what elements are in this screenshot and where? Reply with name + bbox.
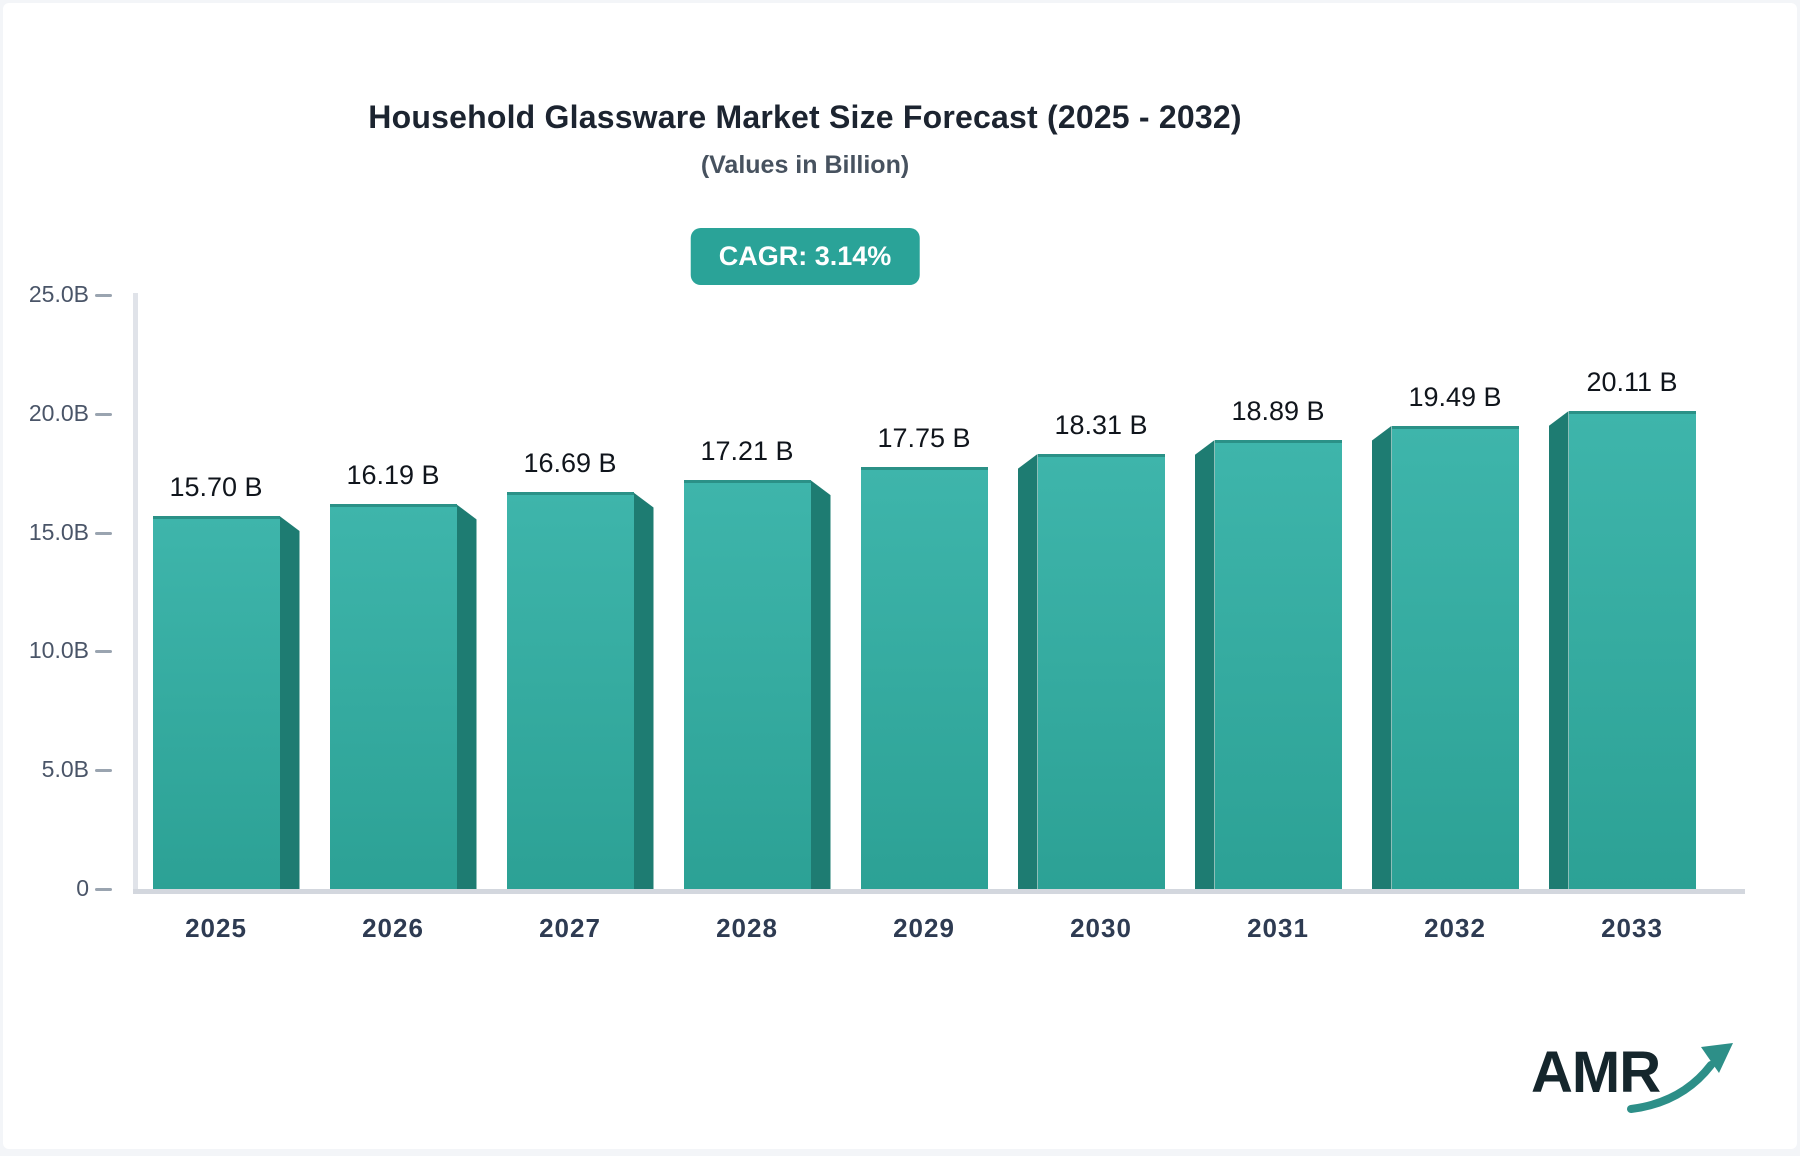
bar-2028[interactable] [683, 480, 811, 889]
chart-title: Household Glassware Market Size Forecast… [368, 99, 1242, 135]
bar-2032[interactable] [1391, 425, 1519, 889]
x-axis-label-2027: 2027 [539, 913, 601, 943]
chart-card: Household Glassware Market Size Forecast… [3, 3, 1797, 1149]
y-tick-mark [95, 650, 112, 654]
y-tick-label: 25.0B [28, 281, 89, 307]
x-axis-label-2030: 2030 [1070, 913, 1132, 943]
y-tick-label: 20.0B [28, 399, 89, 426]
bar-2026[interactable] [329, 504, 457, 889]
y-axis-line [133, 293, 138, 894]
bar-value-label: 15.70 B [169, 471, 263, 502]
bar-side-2032 [1371, 425, 1392, 889]
x-axis-label-2025: 2025 [185, 913, 247, 943]
bar-side-2025 [279, 515, 300, 889]
x-axis-line [133, 889, 1745, 894]
bar-side-2027 [633, 492, 654, 889]
bar-value-label: 20.11 B [1586, 367, 1678, 398]
chart-subtitle: (Values in Billion) [700, 151, 910, 179]
bar-2030[interactable] [1037, 453, 1165, 889]
plot-area: 25.0B 20.0B 15.0B 10.0B 5.0B 0 15.70 B 2025 16.1… [3, 3, 1800, 1156]
bar-value-label: 17.75 B [877, 423, 971, 454]
bar-side-2033 [1548, 411, 1569, 889]
x-axis-label-2029: 2029 [893, 913, 955, 943]
bar-value-label: 19.49 B [1408, 381, 1502, 412]
amr-logo-arrow-icon [1627, 1043, 1733, 1113]
bar-2025[interactable] [152, 515, 280, 889]
bar-side-2031 [1194, 440, 1215, 889]
x-axis-label-2026: 2026 [362, 913, 424, 943]
bar-value-label: 16.69 B [523, 448, 617, 479]
y-tick-mark [95, 888, 112, 891]
y-tick-label: 15.0B [28, 518, 89, 545]
x-axis-label-2033: 2033 [1601, 913, 1663, 943]
bar-2031[interactable] [1214, 440, 1342, 889]
bar-value-label: 18.89 B [1231, 396, 1325, 427]
y-tick-label: 10.0B [28, 637, 89, 664]
bar-2029[interactable] [860, 467, 988, 889]
bar-2033[interactable] [1568, 411, 1696, 889]
cagr-badge: CAGR: 3.14% [690, 228, 920, 285]
bar-side-2028 [810, 480, 831, 889]
amr-logo-text: AMR [1531, 1040, 1661, 1105]
bar-side-2030 [1017, 453, 1038, 889]
bar-value-label: 18.31 B [1054, 409, 1148, 440]
x-axis-label-2032: 2032 [1424, 913, 1486, 943]
bar-2027[interactable] [506, 492, 634, 889]
y-tick-mark [95, 412, 112, 416]
y-tick-mark [95, 531, 112, 535]
bar-value-label: 16.19 B [346, 460, 440, 491]
x-axis-label-2031: 2031 [1247, 913, 1309, 943]
y-tick-label: 5.0B [41, 756, 89, 783]
y-tick-mark [95, 769, 112, 773]
amr-logo: AMR [1531, 1031, 1751, 1121]
y-tick-label: 0 [76, 875, 89, 901]
bar-side-2026 [456, 504, 477, 889]
y-tick-mark [95, 294, 112, 297]
x-axis-label-2028: 2028 [716, 913, 778, 943]
bar-value-label: 17.21 B [700, 436, 794, 467]
